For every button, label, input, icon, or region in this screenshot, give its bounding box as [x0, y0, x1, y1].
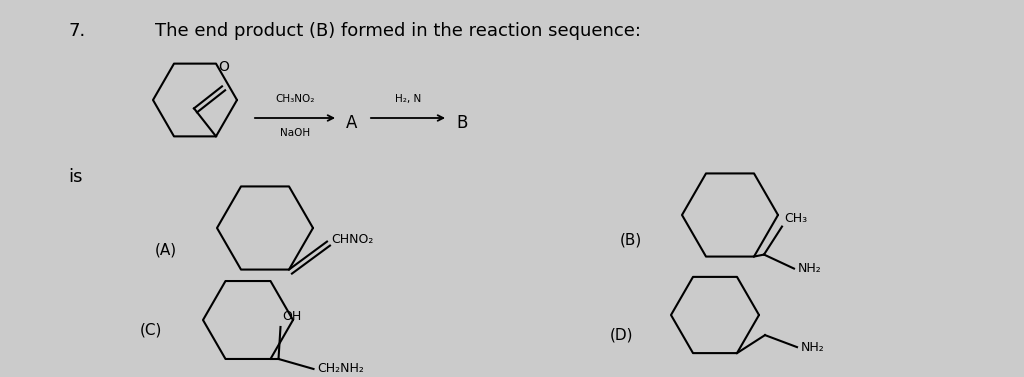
Text: B: B [456, 114, 467, 132]
Text: (C): (C) [140, 322, 163, 337]
Text: O: O [218, 60, 229, 74]
Text: (D): (D) [610, 328, 634, 342]
Text: CH₃NO₂: CH₃NO₂ [275, 94, 314, 104]
Text: H₂, N: H₂, N [395, 94, 421, 104]
Text: CHNO₂: CHNO₂ [331, 233, 374, 246]
Text: (A): (A) [155, 242, 177, 257]
Text: CH₃: CH₃ [784, 211, 807, 225]
Text: 7.: 7. [68, 22, 85, 40]
Text: OH: OH [283, 310, 302, 323]
Text: CH₂NH₂: CH₂NH₂ [317, 362, 365, 375]
Text: The end product (B) formed in the reaction sequence:: The end product (B) formed in the reacti… [155, 22, 641, 40]
Text: is: is [68, 168, 83, 186]
Text: NaOH: NaOH [280, 128, 310, 138]
Text: NH₂: NH₂ [798, 262, 821, 275]
Text: A: A [346, 114, 357, 132]
Text: NH₂: NH₂ [801, 340, 824, 354]
Text: (B): (B) [620, 233, 642, 247]
